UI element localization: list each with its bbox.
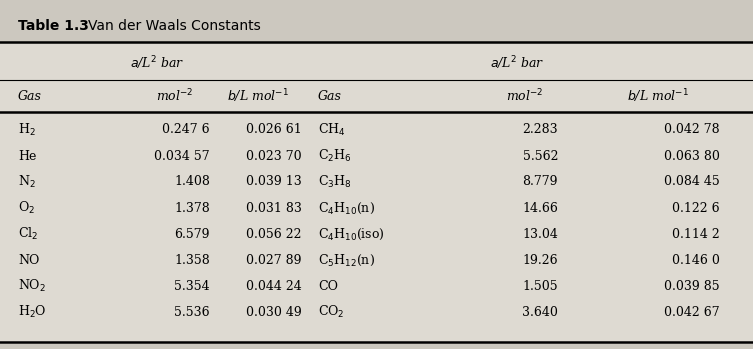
- Text: C$_4$H$_{10}$(n): C$_4$H$_{10}$(n): [318, 200, 375, 216]
- Text: 0.247 6: 0.247 6: [163, 124, 210, 136]
- Text: 0.042 67: 0.042 67: [664, 305, 720, 319]
- Text: 14.66: 14.66: [522, 201, 558, 215]
- Text: 8.779: 8.779: [523, 176, 558, 188]
- Text: $b$/L mol$^{-1}$: $b$/L mol$^{-1}$: [227, 87, 289, 105]
- Text: O$_2$: O$_2$: [18, 200, 35, 216]
- Text: Cl$_2$: Cl$_2$: [18, 226, 38, 242]
- Text: 0.084 45: 0.084 45: [664, 176, 720, 188]
- Text: 6.579: 6.579: [175, 228, 210, 240]
- Text: 0.026 61: 0.026 61: [246, 124, 302, 136]
- Text: Van der Waals Constants: Van der Waals Constants: [88, 19, 261, 33]
- Text: CH$_4$: CH$_4$: [318, 122, 346, 138]
- Text: 0.114 2: 0.114 2: [672, 228, 720, 240]
- Text: 0.039 85: 0.039 85: [664, 280, 720, 292]
- Text: 1.505: 1.505: [523, 280, 558, 292]
- Text: C$_3$H$_8$: C$_3$H$_8$: [318, 174, 352, 190]
- Text: 1.378: 1.378: [174, 201, 210, 215]
- Text: CO: CO: [318, 280, 338, 292]
- Text: 0.039 13: 0.039 13: [246, 176, 302, 188]
- Text: 0.056 22: 0.056 22: [246, 228, 302, 240]
- Text: C$_2$H$_6$: C$_2$H$_6$: [318, 148, 352, 164]
- Text: 0.027 89: 0.027 89: [246, 253, 302, 267]
- Text: 5.354: 5.354: [175, 280, 210, 292]
- Text: $b$/L mol$^{-1}$: $b$/L mol$^{-1}$: [627, 87, 689, 105]
- Text: He: He: [18, 149, 36, 163]
- Text: 0.023 70: 0.023 70: [246, 149, 302, 163]
- Text: 0.034 57: 0.034 57: [154, 149, 210, 163]
- Text: 1.358: 1.358: [174, 253, 210, 267]
- Text: 0.122 6: 0.122 6: [672, 201, 720, 215]
- Text: Table 1.3: Table 1.3: [18, 19, 89, 33]
- Text: 0.044 24: 0.044 24: [246, 280, 302, 292]
- Text: mol$^{-2}$: mol$^{-2}$: [157, 88, 194, 104]
- Text: 0.031 83: 0.031 83: [246, 201, 302, 215]
- Text: $a$/L$^2$ bar: $a$/L$^2$ bar: [130, 54, 184, 72]
- Text: 5.562: 5.562: [523, 149, 558, 163]
- Text: 13.04: 13.04: [522, 228, 558, 240]
- Bar: [0, 42, 753, 344]
- Text: 0.146 0: 0.146 0: [672, 253, 720, 267]
- Text: 0.030 49: 0.030 49: [246, 305, 302, 319]
- Text: Gas: Gas: [318, 89, 342, 103]
- Text: $a$/L$^2$ bar: $a$/L$^2$ bar: [490, 54, 544, 72]
- Text: C$_5$H$_{12}$(n): C$_5$H$_{12}$(n): [318, 252, 375, 268]
- Text: 19.26: 19.26: [523, 253, 558, 267]
- Text: N$_2$: N$_2$: [18, 174, 35, 190]
- Text: 5.536: 5.536: [175, 305, 210, 319]
- Text: 0.042 78: 0.042 78: [664, 124, 720, 136]
- Text: 0.063 80: 0.063 80: [664, 149, 720, 163]
- Text: CO$_2$: CO$_2$: [318, 304, 345, 320]
- Text: Gas: Gas: [18, 89, 42, 103]
- Text: 3.640: 3.640: [522, 305, 558, 319]
- Text: C$_4$H$_{10}$(iso): C$_4$H$_{10}$(iso): [318, 227, 385, 242]
- Text: H$_2$: H$_2$: [18, 122, 35, 138]
- Text: 2.283: 2.283: [523, 124, 558, 136]
- Text: mol$^{-2}$: mol$^{-2}$: [506, 88, 544, 104]
- Text: NO$_2$: NO$_2$: [18, 278, 46, 294]
- Text: NO: NO: [18, 253, 39, 267]
- Text: H$_2$O: H$_2$O: [18, 304, 47, 320]
- Text: 1.408: 1.408: [174, 176, 210, 188]
